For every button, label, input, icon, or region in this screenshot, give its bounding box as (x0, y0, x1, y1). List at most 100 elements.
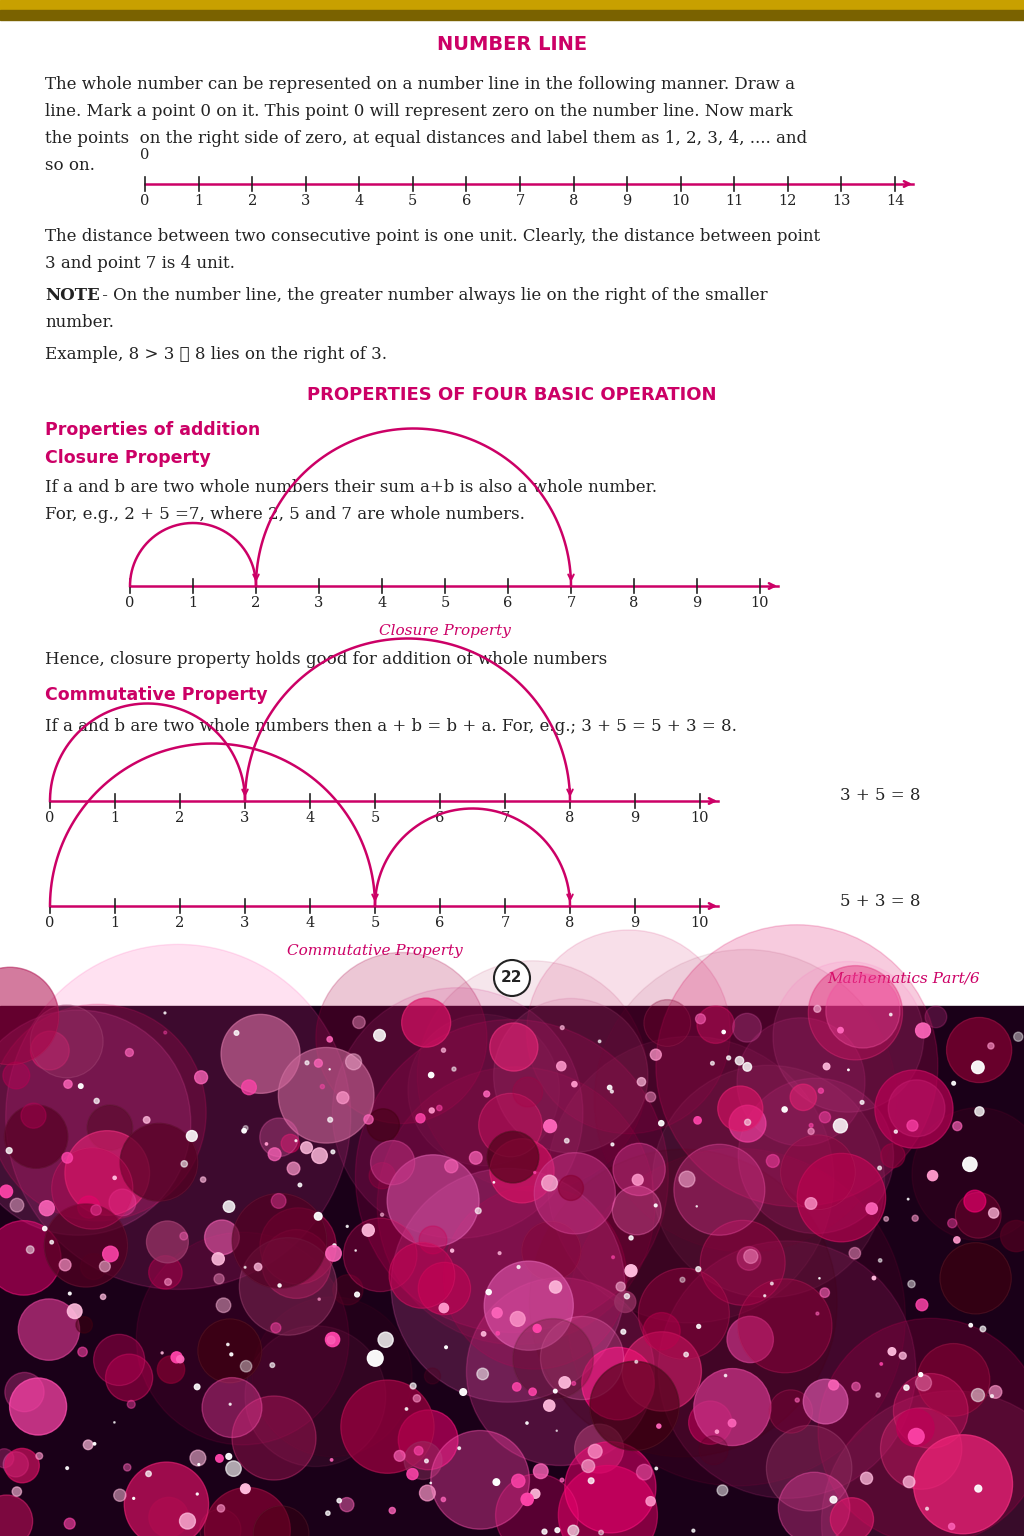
Circle shape (818, 1087, 823, 1094)
Circle shape (83, 1441, 93, 1450)
Circle shape (254, 1263, 262, 1270)
Circle shape (638, 1269, 729, 1359)
Circle shape (529, 1389, 537, 1396)
Circle shape (398, 1410, 458, 1470)
Circle shape (697, 1006, 734, 1043)
Circle shape (367, 1109, 399, 1141)
Circle shape (947, 1218, 956, 1227)
Circle shape (186, 1130, 198, 1141)
Circle shape (953, 1236, 961, 1243)
Circle shape (646, 1496, 655, 1505)
Text: 8: 8 (565, 811, 574, 825)
Circle shape (245, 1326, 386, 1467)
Circle shape (279, 1284, 282, 1287)
Circle shape (315, 952, 487, 1123)
Circle shape (696, 1324, 700, 1329)
Circle shape (816, 1312, 819, 1315)
Circle shape (226, 1344, 229, 1346)
Circle shape (650, 1049, 662, 1060)
Circle shape (830, 1498, 873, 1536)
Circle shape (99, 1261, 111, 1272)
Text: 4: 4 (305, 811, 314, 825)
Circle shape (544, 1120, 556, 1132)
Circle shape (946, 1017, 1012, 1083)
Circle shape (355, 1020, 669, 1332)
Text: 11: 11 (725, 194, 743, 207)
Circle shape (489, 1138, 554, 1203)
Circle shape (558, 1465, 657, 1536)
Circle shape (598, 1040, 601, 1043)
Circle shape (298, 1183, 302, 1187)
Circle shape (387, 1155, 479, 1247)
Circle shape (374, 1029, 385, 1041)
Circle shape (477, 1369, 488, 1379)
Text: Commutative Property: Commutative Property (45, 687, 267, 703)
Circle shape (452, 1068, 456, 1071)
Circle shape (362, 1224, 375, 1236)
Circle shape (542, 1530, 547, 1534)
Text: 8: 8 (630, 596, 639, 610)
Text: 9: 9 (692, 596, 701, 610)
Circle shape (872, 1276, 876, 1279)
Bar (0, 11, 1024, 20)
Circle shape (31, 1005, 103, 1078)
Circle shape (217, 1505, 224, 1511)
Text: 7: 7 (566, 596, 575, 610)
Circle shape (326, 1246, 341, 1261)
Circle shape (0, 1495, 33, 1536)
Text: NOTE: NOTE (45, 287, 99, 304)
Circle shape (416, 1114, 425, 1123)
Circle shape (912, 1107, 1024, 1241)
Circle shape (331, 1150, 335, 1154)
Circle shape (146, 1221, 188, 1263)
Circle shape (252, 1296, 412, 1456)
Circle shape (419, 1226, 446, 1253)
Text: Properties of addition: Properties of addition (45, 421, 260, 439)
Circle shape (513, 1318, 593, 1399)
Text: 10: 10 (691, 915, 710, 929)
Circle shape (31, 1031, 70, 1071)
Circle shape (908, 1428, 925, 1444)
Circle shape (343, 1218, 417, 1292)
Circle shape (229, 1353, 232, 1356)
Circle shape (547, 1037, 834, 1322)
Circle shape (952, 1121, 962, 1130)
Circle shape (314, 1212, 323, 1220)
Text: PROPERTIES OF FOUR BASIC OPERATION: PROPERTIES OF FOUR BASIC OPERATION (307, 386, 717, 404)
Circle shape (881, 1143, 905, 1167)
Circle shape (18, 1299, 80, 1361)
Circle shape (407, 1468, 418, 1479)
Circle shape (903, 1476, 914, 1488)
Circle shape (805, 1198, 817, 1209)
Circle shape (205, 1487, 290, 1536)
Circle shape (534, 1324, 541, 1332)
Circle shape (493, 1307, 502, 1318)
Circle shape (834, 1118, 848, 1134)
Circle shape (93, 1335, 144, 1385)
Circle shape (113, 1177, 117, 1180)
Circle shape (560, 1026, 564, 1029)
Text: line. Mark a point 0 on it. This point 0 will represent zero on the number line.: line. Mark a point 0 on it. This point 0… (45, 103, 793, 120)
Circle shape (928, 1170, 938, 1181)
Text: 10: 10 (751, 596, 769, 610)
Circle shape (908, 1281, 915, 1287)
Circle shape (732, 1014, 762, 1041)
Text: 4: 4 (378, 596, 387, 610)
Circle shape (808, 966, 902, 1060)
Circle shape (674, 1144, 765, 1235)
Circle shape (5, 1372, 44, 1412)
Text: 0: 0 (140, 147, 150, 161)
Circle shape (718, 1086, 763, 1130)
Text: - On the number line, the greater number always lie on the right of the smaller: - On the number line, the greater number… (97, 287, 768, 304)
Circle shape (820, 1287, 829, 1298)
Text: 5 + 3 = 8: 5 + 3 = 8 (840, 892, 921, 909)
Circle shape (161, 1352, 163, 1353)
Circle shape (778, 1471, 850, 1536)
Circle shape (429, 1072, 434, 1078)
Circle shape (637, 1464, 652, 1481)
Circle shape (328, 1117, 333, 1123)
Circle shape (404, 1442, 442, 1479)
Circle shape (265, 1143, 267, 1144)
Circle shape (436, 1106, 442, 1111)
Circle shape (571, 1381, 575, 1385)
